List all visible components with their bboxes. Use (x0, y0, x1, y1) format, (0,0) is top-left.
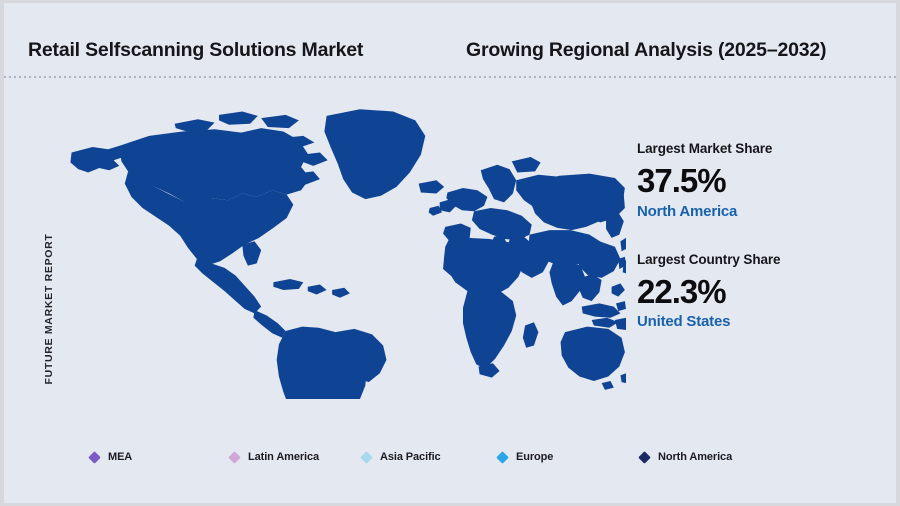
world-map-svg (70, 109, 626, 399)
legend-item-asia-pacific: Asia Pacific (360, 450, 441, 464)
stat-block-country-share: Largest Country Share 22.3% United State… (637, 252, 887, 331)
diamond-marker-icon (360, 450, 373, 464)
legend-item-latin-america: Latin America (228, 450, 320, 464)
poster-frame: Retail Selfscanning Solutions Market Gro… (4, 3, 896, 503)
stat-label-country-share: Largest Country Share (637, 251, 781, 267)
statistics-panel: Largest Market Share 37.5% North America… (637, 141, 887, 362)
stat-region-market-share: North America (637, 202, 738, 220)
stat-value-market-share: 37.5% (637, 162, 727, 199)
diamond-marker-icon (496, 450, 509, 464)
header: Retail Selfscanning Solutions Market Gro… (4, 3, 896, 75)
stat-block-market-share: Largest Market Share 37.5% North America (637, 141, 887, 220)
stat-value-country-share: 22.3% (637, 272, 727, 310)
legend-item-europe: Europe (496, 450, 554, 464)
legend-label: Latin America (248, 451, 320, 463)
legend: MEA Latin America Asia Pacific Europe No… (88, 450, 850, 471)
world-map (66, 99, 626, 399)
header-divider (4, 76, 896, 78)
header-subtitle: Growing Regional Analysis (2025–2032) (466, 39, 827, 61)
legend-label: Asia Pacific (380, 451, 441, 463)
legend-label: Europe (516, 451, 554, 463)
legend-label: North America (658, 451, 733, 463)
world-map-landmasses (70, 109, 626, 399)
stat-label-market-share: Largest Market Share (637, 141, 773, 156)
diamond-marker-icon (88, 450, 101, 464)
stat-region-country-share: United States (637, 313, 731, 331)
legend-label: MEA (108, 451, 133, 463)
legend-item-north-america: North America (638, 450, 733, 464)
brand-vertical-label: FUTURE MARKET REPORT (43, 233, 55, 385)
page-title: Retail Selfscanning Solutions Market (28, 39, 364, 61)
legend-item-mea: MEA (88, 450, 133, 464)
diamond-marker-icon (228, 450, 241, 464)
diamond-marker-icon (638, 450, 651, 464)
